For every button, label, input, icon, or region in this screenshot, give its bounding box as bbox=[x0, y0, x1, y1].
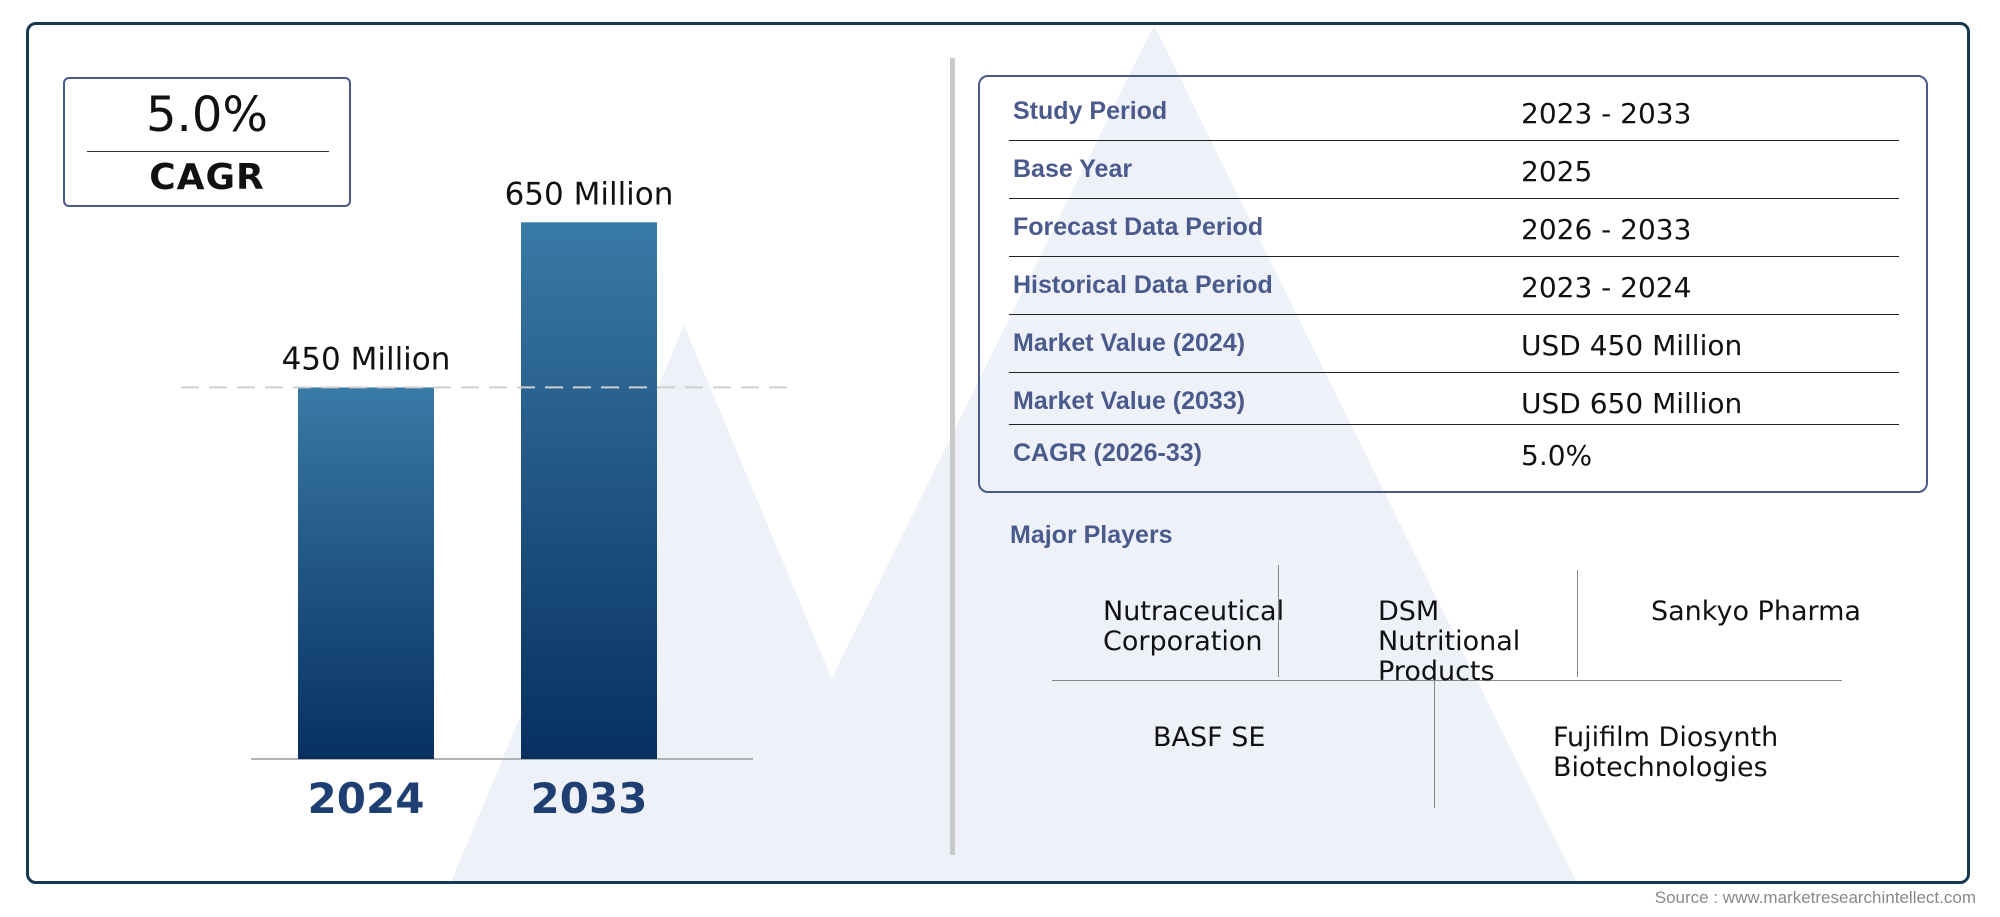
bar-2033 bbox=[521, 222, 657, 760]
bar-value-label: 650 Million bbox=[505, 176, 674, 212]
players-divider bbox=[1577, 570, 1578, 677]
bar-2024 bbox=[298, 387, 434, 759]
info-row-forecast-period: Forecast Data Period 2026 - 2033 bbox=[1009, 199, 1899, 257]
info-value: 2025 bbox=[1521, 155, 1593, 188]
info-label: Base Year bbox=[1013, 155, 1133, 183]
market-info-table: Study Period 2023 - 2033 Base Year 2025 … bbox=[978, 75, 1928, 493]
info-label: Forecast Data Period bbox=[1013, 213, 1264, 241]
info-label: Market Value (2033) bbox=[1013, 387, 1246, 415]
players-divider bbox=[1434, 681, 1435, 808]
info-label: Study Period bbox=[1013, 97, 1168, 125]
x-tick-label: 2024 bbox=[308, 774, 425, 823]
info-value: USD 650 Million bbox=[1521, 387, 1743, 420]
info-value: 2026 - 2033 bbox=[1521, 213, 1692, 246]
player-name: Nutraceutical Corporation bbox=[1103, 596, 1285, 657]
cagr-card: 5.0% CAGR bbox=[63, 77, 351, 207]
source-citation: Source : www.marketresearchintellect.com bbox=[1654, 888, 1976, 907]
player-name: DSM Nutritional Products bbox=[1378, 596, 1521, 687]
bar-chart: 450 Million 2024 650 Million 2033 bbox=[181, 176, 793, 823]
cagr-divider bbox=[87, 151, 329, 152]
cagr-label: CAGR bbox=[149, 157, 265, 198]
info-row-base-year: Base Year 2025 bbox=[1009, 141, 1899, 199]
x-tick-label: 2033 bbox=[531, 774, 648, 823]
info-value: 2023 - 2024 bbox=[1521, 271, 1692, 304]
info-value: 2023 - 2033 bbox=[1521, 97, 1692, 130]
report-frame: 5.0% CAGR 450 Million 2024 650 Million 2033… bbox=[26, 22, 1970, 884]
info-value: USD 450 Million bbox=[1521, 329, 1743, 362]
major-players-title: Major Players bbox=[1010, 521, 1173, 549]
info-label: Market Value (2024) bbox=[1013, 329, 1246, 357]
player-name: Sankyo Pharma bbox=[1651, 596, 1861, 627]
players-divider bbox=[1052, 680, 1842, 681]
info-row-historical-period: Historical Data Period 2023 - 2024 bbox=[1009, 257, 1899, 315]
players-divider bbox=[1278, 565, 1279, 677]
cagr-value: 5.0% bbox=[146, 87, 268, 143]
player-name: BASF SE bbox=[1153, 722, 1266, 753]
bar-value-label: 450 Million bbox=[282, 341, 451, 377]
info-label: CAGR (2026-33) bbox=[1013, 439, 1202, 467]
info-row-market-value-2033: Market Value (2033) USD 650 Million bbox=[1009, 373, 1899, 425]
info-value: 5.0% bbox=[1521, 439, 1593, 472]
info-row-study-period: Study Period 2023 - 2033 bbox=[1009, 83, 1899, 141]
player-name: Fujifilm Diosynth Biotechnologies bbox=[1553, 722, 1779, 783]
info-row-cagr: CAGR (2026-33) 5.0% bbox=[1009, 425, 1899, 483]
info-label: Historical Data Period bbox=[1013, 271, 1273, 299]
info-row-market-value-2024: Market Value (2024) USD 450 Million bbox=[1009, 315, 1899, 373]
vertical-divider bbox=[950, 58, 955, 855]
